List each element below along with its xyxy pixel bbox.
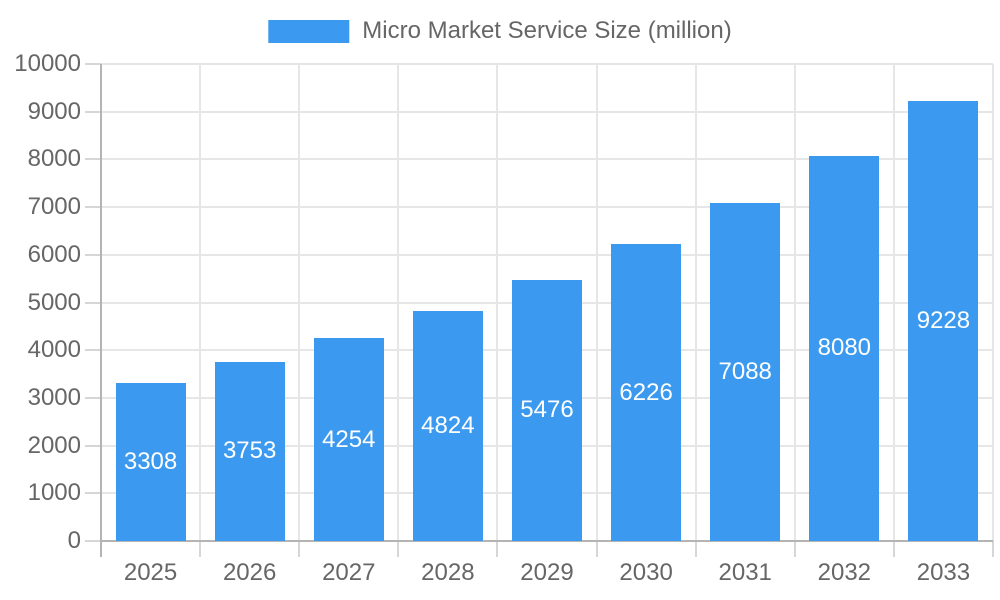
y-tick xyxy=(85,349,101,352)
h-gridline xyxy=(101,110,993,113)
y-tick-label: 6000 xyxy=(27,240,81,268)
y-tick-label: 0 xyxy=(67,527,81,554)
v-gridline xyxy=(793,64,796,541)
bar[interactable]: 9228 xyxy=(908,100,979,541)
bar-value-label: 9228 xyxy=(916,306,971,334)
x-tick-label: 2028 xyxy=(421,559,475,586)
bar-value-label: 4254 xyxy=(322,425,376,453)
x-tick-label: 2027 xyxy=(322,559,376,586)
y-tick xyxy=(85,396,101,399)
x-tick xyxy=(992,541,994,557)
legend[interactable]: Micro Market Service Size (million) xyxy=(268,17,732,44)
v-gridline xyxy=(694,64,697,541)
y-tick-label: 4000 xyxy=(27,336,81,364)
bar[interactable]: 5476 xyxy=(512,279,582,541)
y-tick xyxy=(85,301,101,304)
y-tick xyxy=(85,206,101,209)
y-tick-label: 2000 xyxy=(27,431,81,459)
h-gridline xyxy=(101,63,993,65)
x-tick xyxy=(298,541,301,557)
x-tick-label: 2031 xyxy=(718,559,772,586)
y-tick-label: 5000 xyxy=(27,288,81,316)
bar-value-label: 8080 xyxy=(817,334,872,362)
legend-swatch-icon xyxy=(268,19,350,43)
bar-value-label: 3753 xyxy=(222,437,277,465)
y-tick xyxy=(85,63,101,65)
x-axis-line xyxy=(101,540,993,542)
y-axis-line xyxy=(100,64,102,557)
x-tick xyxy=(397,541,400,557)
h-gridline xyxy=(101,253,993,256)
bar-value-label: 5476 xyxy=(520,396,574,424)
x-tick xyxy=(694,541,697,557)
v-gridline xyxy=(992,64,994,541)
bar[interactable]: 7088 xyxy=(710,202,781,541)
y-tick xyxy=(85,492,101,495)
y-tick xyxy=(85,110,101,113)
x-tick xyxy=(496,541,499,557)
x-tick xyxy=(595,541,598,557)
x-tick-label: 2026 xyxy=(222,559,277,586)
y-tick-label: 7000 xyxy=(27,193,81,221)
y-tick-label: 1000 xyxy=(27,479,81,507)
bar[interactable]: 3308 xyxy=(115,383,186,541)
bar[interactable]: 8080 xyxy=(809,155,880,541)
bar-value-label: 3308 xyxy=(123,448,178,476)
bar-value-label: 7088 xyxy=(718,357,772,385)
legend-label: Micro Market Service Size (million) xyxy=(362,17,732,44)
h-gridline xyxy=(101,206,993,209)
bar[interactable]: 4824 xyxy=(412,310,483,541)
x-tick-label: 2030 xyxy=(619,559,673,586)
bar[interactable]: 6226 xyxy=(611,244,682,541)
bar[interactable]: 4254 xyxy=(313,338,384,541)
y-tick-label: 9000 xyxy=(27,97,81,125)
bar-value-label: 4824 xyxy=(421,411,475,439)
x-tick-label: 2032 xyxy=(817,559,872,586)
x-tick-label: 2033 xyxy=(916,559,971,586)
v-gridline xyxy=(496,64,499,541)
v-gridline xyxy=(595,64,598,541)
bar-value-label: 6226 xyxy=(619,378,673,406)
y-tick-label: 8000 xyxy=(27,145,81,173)
x-tick xyxy=(793,541,796,557)
y-tick xyxy=(85,540,101,542)
v-gridline xyxy=(298,64,301,541)
y-tick-label: 10000 xyxy=(14,50,81,77)
x-tick xyxy=(892,541,895,557)
bar[interactable]: 3753 xyxy=(214,361,285,541)
x-tick-label: 2029 xyxy=(520,559,574,586)
v-gridline xyxy=(397,64,400,541)
y-tick xyxy=(85,444,101,447)
x-tick-label: 2025 xyxy=(123,559,178,586)
h-gridline xyxy=(101,158,993,161)
x-tick xyxy=(199,541,202,557)
v-gridline xyxy=(199,64,202,541)
y-tick xyxy=(85,253,101,256)
y-tick xyxy=(85,158,101,161)
y-tick-label: 3000 xyxy=(27,383,81,411)
v-gridline xyxy=(892,64,895,541)
